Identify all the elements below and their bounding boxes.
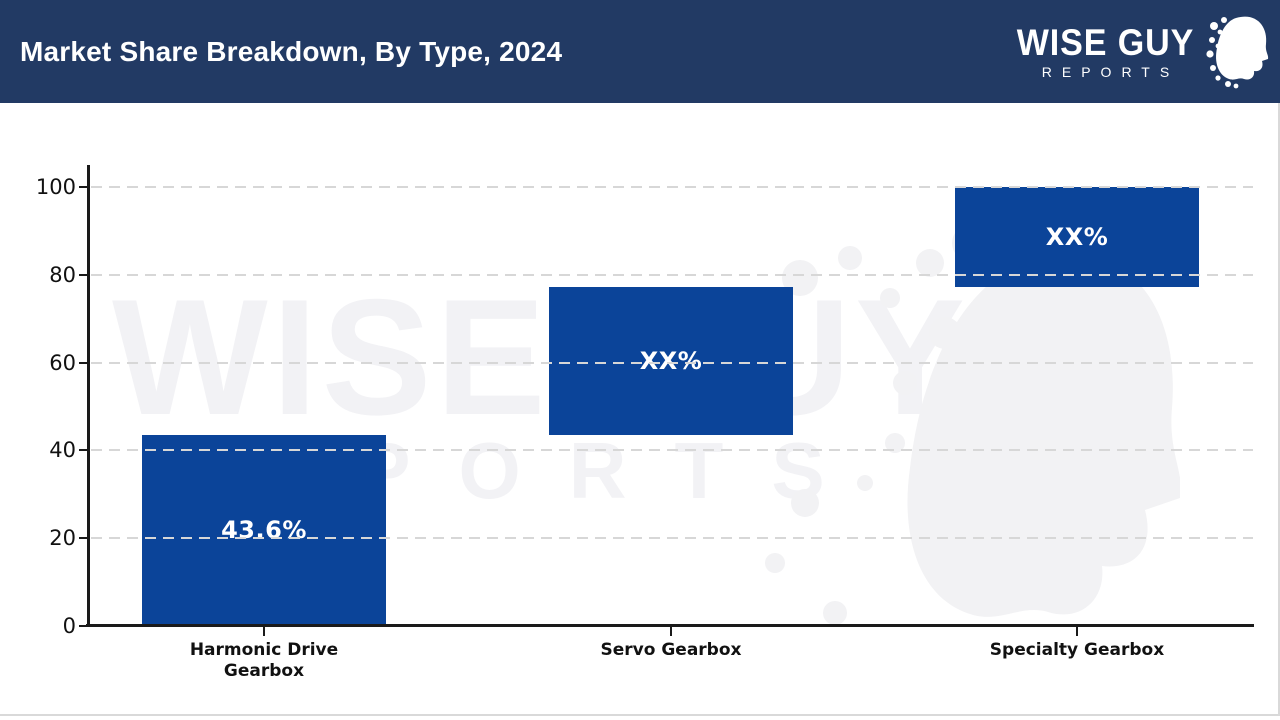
- right-border: [1278, 103, 1280, 716]
- x-category-label: Harmonic Drive Gearbox: [189, 640, 339, 681]
- grid-line: [91, 449, 1253, 452]
- x-tick-mark: [263, 627, 265, 636]
- y-axis: [87, 165, 90, 627]
- y-tick-label: 0: [62, 614, 76, 638]
- y-tick-label: 60: [49, 350, 76, 375]
- y-tick-mark: [79, 361, 87, 364]
- logo-subtext: REPORTS: [1041, 63, 1180, 80]
- x-category-label: Servo Gearbox: [600, 640, 742, 660]
- y-tick-mark: [79, 449, 87, 452]
- bar-segment: XX%: [955, 187, 1199, 288]
- grid-line: [91, 186, 1253, 188]
- y-tick-label: 20: [49, 526, 76, 551]
- bar-value-label: XX%: [639, 346, 703, 375]
- face-profile-dots-icon: [1206, 16, 1269, 88]
- grid-line: [91, 361, 1253, 364]
- page-title: Market Share Breakdown, By Type, 2024: [20, 35, 563, 67]
- y-tick-label: 80: [49, 262, 76, 287]
- header: Market Share Breakdown, By Type, 2024 WI…: [0, 0, 1280, 103]
- y-tick-mark: [79, 625, 87, 627]
- bar-value-label: XX%: [1045, 223, 1109, 252]
- y-tick-label: 100: [35, 175, 76, 199]
- y-tick-label: 40: [49, 438, 76, 463]
- bar-value-label: 43.6%: [221, 516, 307, 545]
- logo-wordmark: WISE GUY: [1016, 21, 1195, 63]
- x-axis: [86, 624, 1254, 627]
- grid-line: [91, 273, 1253, 276]
- x-tick-mark: [1076, 627, 1078, 636]
- wiseguy-logo: WISE GUY REPORTS: [1009, 0, 1270, 103]
- x-tick-mark: [670, 627, 672, 636]
- watermark-face-icon: [765, 225, 1180, 625]
- bottom-border: [0, 714, 1280, 716]
- y-tick-mark: [79, 273, 87, 276]
- y-tick-mark: [79, 537, 87, 540]
- logo-text: WISE GUY REPORTS: [1009, 21, 1202, 80]
- y-tick-mark: [79, 186, 87, 188]
- x-category-label: Specialty Gearbox: [989, 640, 1165, 660]
- bar-segment: XX%: [549, 287, 793, 435]
- bar-segment: 43.6%: [142, 434, 386, 626]
- grid-line: [91, 537, 1253, 540]
- watermark-wordmark: WISE GUY: [112, 265, 970, 449]
- chart-area: WISE GUY REPORTS 43.6% XX% XX%: [0, 103, 1280, 720]
